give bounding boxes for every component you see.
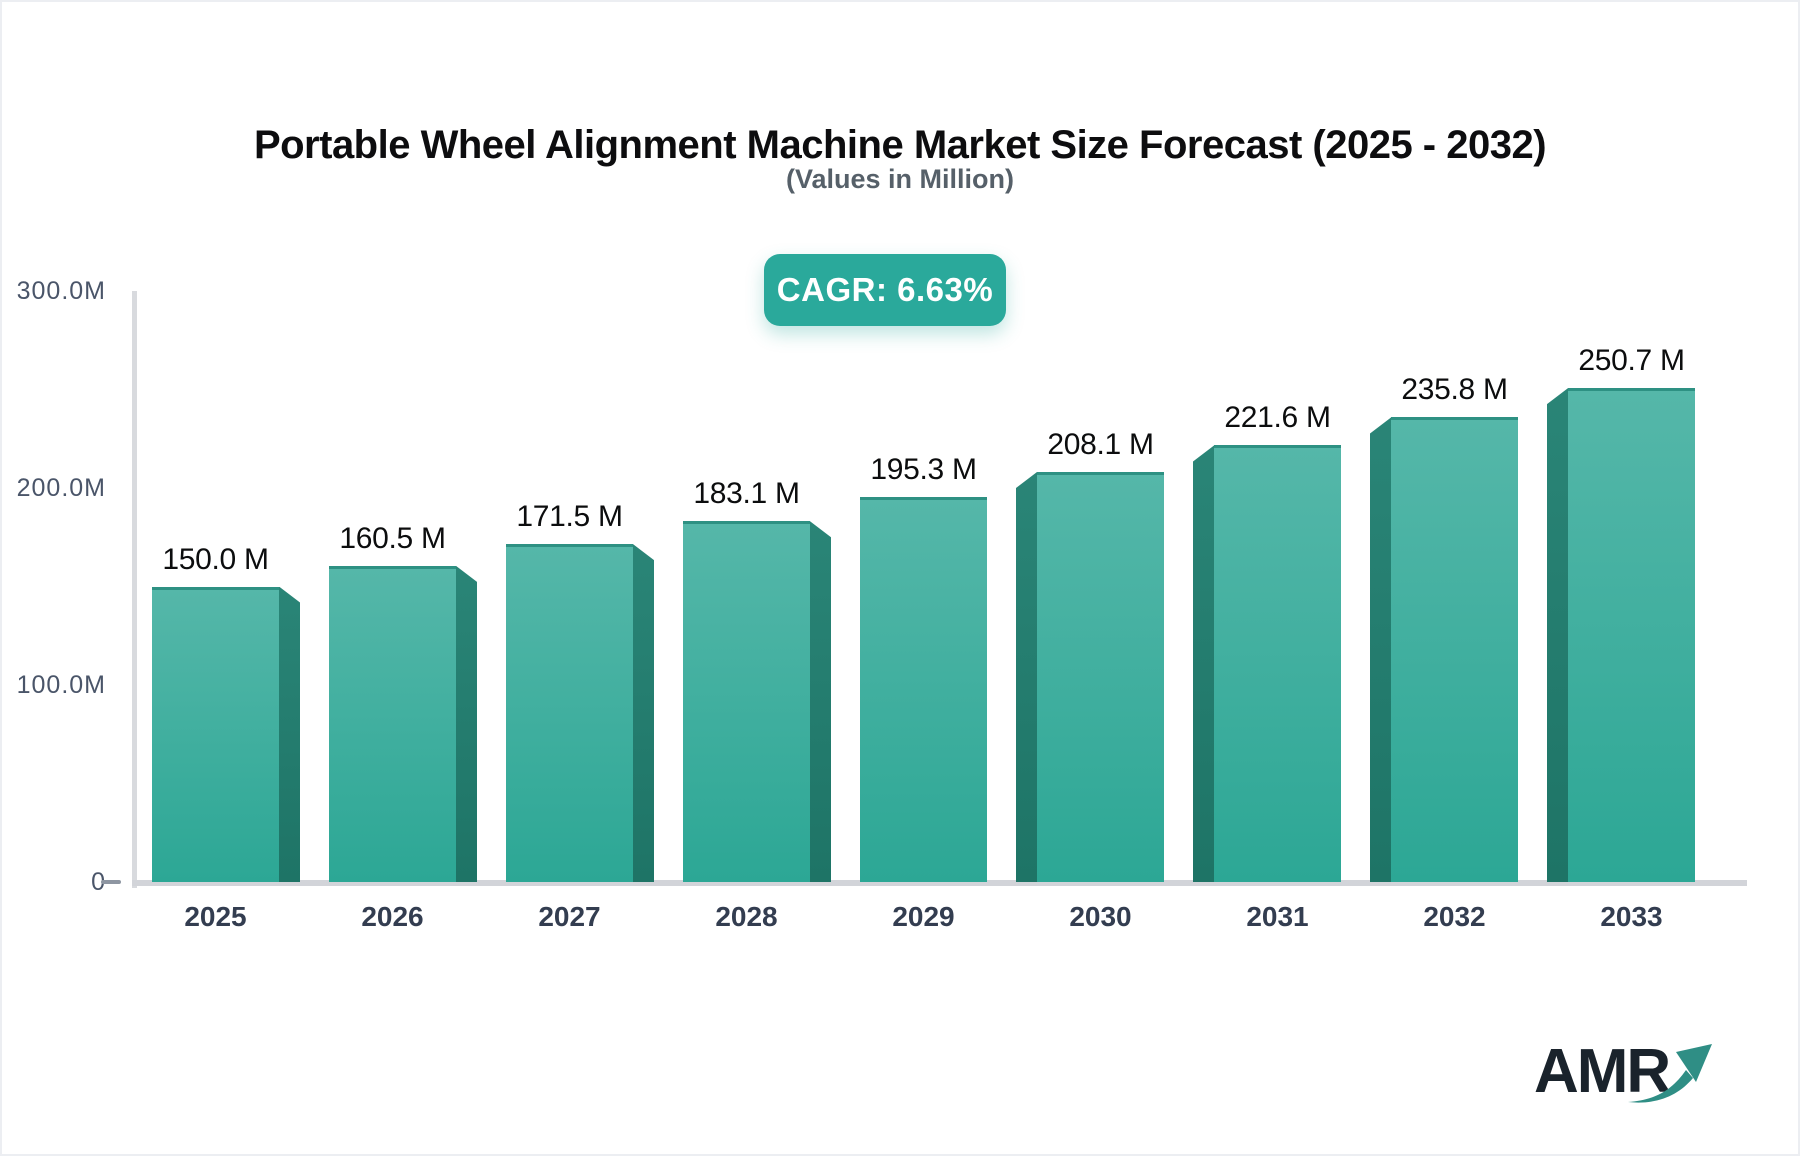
bar-3d-side <box>633 544 654 882</box>
y-tick-label: 200.0M <box>16 474 106 502</box>
x-tick-label: 2032 <box>1423 901 1486 932</box>
bar-3d-side <box>456 565 477 882</box>
bar-2030[interactable] <box>1037 472 1164 882</box>
x-tick-label: 2026 <box>361 901 424 932</box>
cagr-badge: CAGR: 6.63% <box>764 254 1006 326</box>
x-tick-label: 2029 <box>892 901 955 932</box>
growth-arrow-icon <box>1628 1044 1712 1103</box>
x-tick-label: 2033 <box>1600 901 1663 932</box>
x-tick-label: 2025 <box>184 901 247 932</box>
x-tick-label: 2031 <box>1246 901 1309 932</box>
amr-logo: AMR <box>1528 1032 1728 1122</box>
bar-2032[interactable] <box>1391 417 1518 882</box>
bar-value-label: 160.5 M <box>339 521 446 555</box>
bar-value-label: 208.1 M <box>1047 428 1154 462</box>
bar-2031[interactable] <box>1214 445 1341 882</box>
x-axis-baseline <box>132 880 1747 886</box>
x-tick-label: 2030 <box>1069 901 1132 932</box>
amr-logo-text: AMR <box>1534 1037 1671 1106</box>
bar-2028[interactable] <box>683 521 810 882</box>
bar-3d-side <box>1016 472 1037 882</box>
x-tick-label: 2028 <box>715 901 778 932</box>
bar-value-label: 183.1 M <box>693 477 800 511</box>
x-tick-label: 2027 <box>538 901 601 932</box>
y-tick-label: 300.0M <box>16 277 106 305</box>
bar-3d-side <box>810 521 831 882</box>
bar-3d-side <box>1193 445 1214 882</box>
chart-subtitle: (Values in Million) <box>785 164 1015 194</box>
bar-value-label: 235.8 M <box>1401 373 1508 407</box>
bar-3d-side <box>1370 417 1391 882</box>
y-tick-label: 0 <box>91 868 106 896</box>
bar-2026[interactable] <box>329 565 456 882</box>
bar-2033[interactable] <box>1568 388 1695 882</box>
page-title: Portable Wheel Alignment Machine Market … <box>253 122 1547 167</box>
bar-2025[interactable] <box>152 586 279 882</box>
bar-2027[interactable] <box>506 544 633 882</box>
bar-value-label: 171.5 M <box>516 500 623 534</box>
bar-value-label: 250.7 M <box>1578 344 1685 378</box>
bar-value-label: 221.6 M <box>1224 401 1331 435</box>
bar-3d-side <box>279 586 300 882</box>
zero-tick-mark <box>101 880 121 884</box>
bar-3d-side <box>1547 388 1568 882</box>
bar-value-label: 195.3 M <box>870 453 977 487</box>
bar-value-label: 150.0 M <box>162 542 269 576</box>
y-tick-label: 100.0M <box>16 671 106 699</box>
bar-2029[interactable] <box>860 497 987 882</box>
y-axis-line <box>132 291 137 888</box>
